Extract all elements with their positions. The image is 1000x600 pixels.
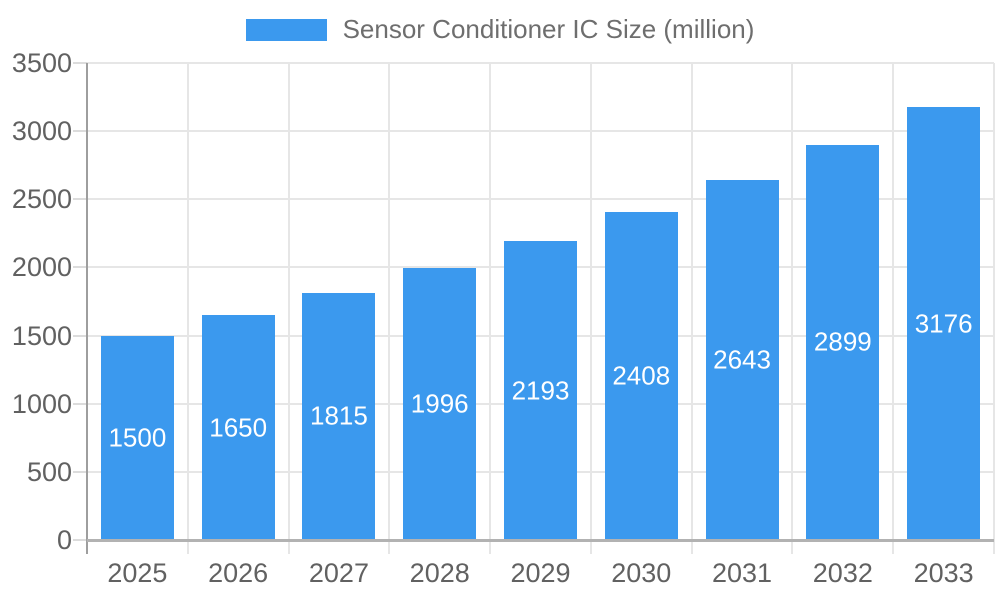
y-axis-label: 3500 [11,48,72,78]
gridline-horizontal [87,198,994,201]
gridline-vertical [287,63,290,554]
bar-value-label: 2643 [713,344,771,375]
gridline-vertical [489,63,492,554]
gridline-vertical [690,63,693,554]
x-axis-label-2031: 2031 [712,558,773,588]
x-axis-label-2025: 2025 [107,558,168,588]
legend[interactable]: Sensor Conditioner IC Size (million) [0,14,1000,45]
y-axis-label: 3000 [11,116,72,147]
x-axis-label-2029: 2029 [510,558,571,588]
gridline-vertical [791,63,794,554]
bar-2025[interactable]: 1500 [100,335,174,540]
bar-2030[interactable]: 2408 [604,211,678,540]
gridline-vertical [388,63,391,554]
gridline-vertical [186,63,189,554]
plot-area: 0 500 1000 1500 2000 2500 3000 3500 1500 2025 1650… [12,48,995,588]
x-axis-label-2028: 2028 [409,558,470,588]
legend-label: Sensor Conditioner IC Size (million) [342,14,755,44]
y-axis-label: 0 [56,525,72,555]
gridline-vertical [993,63,995,554]
y-axis-label: 2000 [11,252,72,283]
y-axis-line [86,63,88,554]
gridline-horizontal [87,62,994,64]
bar-2027[interactable]: 1815 [302,292,376,540]
y-axis-tick [73,266,87,269]
gridline-horizontal [87,130,994,133]
bar-2026[interactable]: 1650 [201,315,275,540]
y-axis-tick [73,334,87,337]
x-axis-label-2030: 2030 [611,558,672,588]
bar-value-label: 1996 [410,388,469,419]
x-axis-label-2027: 2027 [308,558,369,588]
x-axis-line [87,539,994,542]
x-axis-label-2033: 2033 [913,558,974,588]
bar-2031[interactable]: 2643 [705,179,779,540]
bar-value-label: 2193 [511,375,570,406]
y-axis-tick [73,402,87,405]
y-axis-tick [73,539,87,541]
bar-value-label: 1650 [209,412,268,443]
bar-2032[interactable]: 2899 [806,144,880,540]
gridline-vertical [589,63,592,554]
x-axis-label-2032: 2032 [812,558,873,588]
y-axis-tick [73,130,87,133]
bar-value-label: 1815 [310,400,368,431]
bar-value-label: 3176 [914,308,973,339]
y-axis-label: 1000 [11,388,72,419]
bar-2029[interactable]: 2193 [504,241,577,540]
y-axis-label: 1500 [11,320,72,351]
legend-swatch [245,18,327,41]
bar-value-label: 2408 [612,360,671,391]
y-axis-tick [73,198,87,201]
bar-value-label: 2899 [813,326,872,357]
gridline-vertical [892,63,895,554]
x-axis-label-2026: 2026 [208,558,269,588]
bar-value-label: 1500 [108,422,167,453]
bar-2028[interactable]: 1996 [403,267,477,540]
bar-2033[interactable]: 3176 [907,107,981,540]
y-axis-tick [73,470,87,473]
y-axis-tick [73,62,87,64]
y-axis-label: 500 [26,456,72,487]
y-axis-label: 2500 [11,184,72,215]
